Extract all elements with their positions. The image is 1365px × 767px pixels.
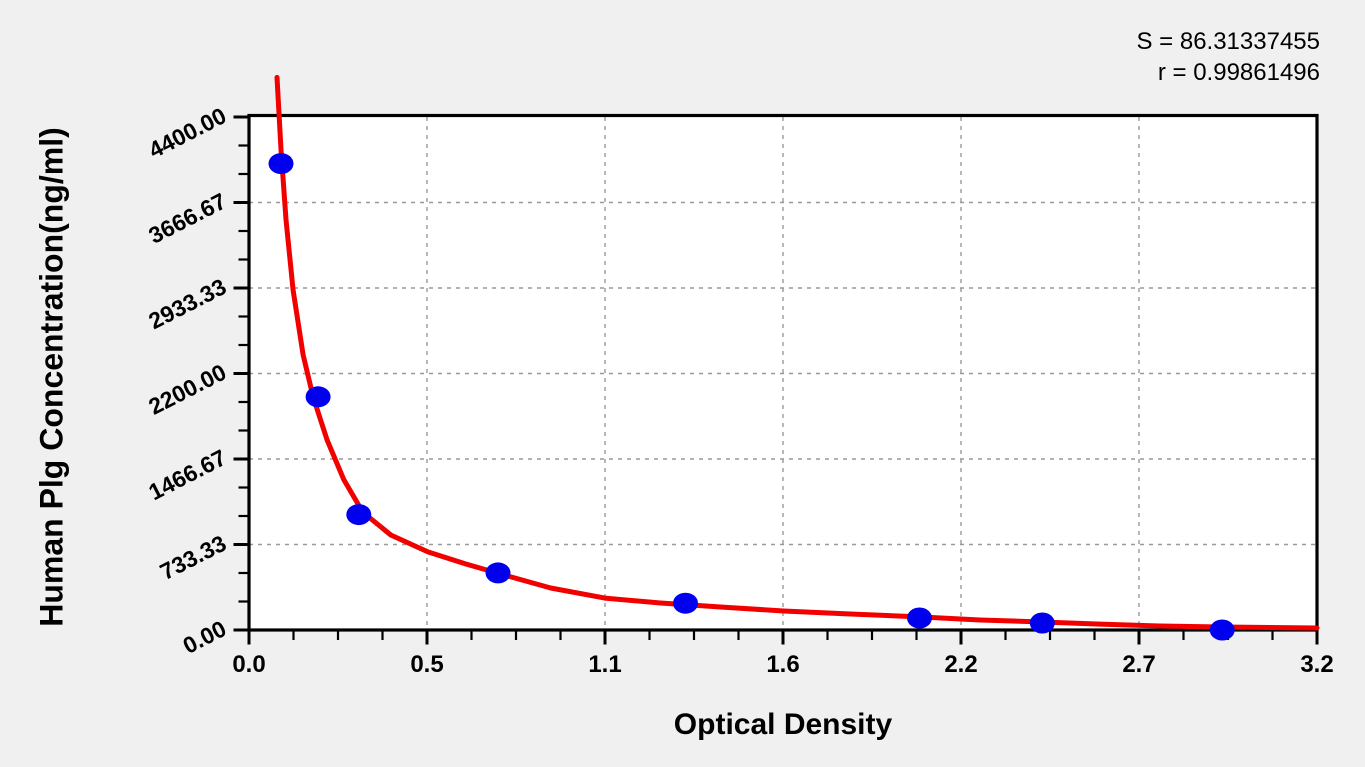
stats-block: S = 86.31337455 r = 0.99861496 xyxy=(1136,26,1320,88)
y-tick-label: 733.33 xyxy=(156,530,230,585)
y-tick-label: 2200.00 xyxy=(144,359,230,420)
x-axis-title: Optical Density xyxy=(673,708,893,741)
x-tick-label: 1.1 xyxy=(588,651,621,678)
x-tick-label: 3.2 xyxy=(1300,651,1333,678)
data-point xyxy=(268,153,294,175)
data-point xyxy=(1209,619,1235,641)
y-tick-label: 2933.33 xyxy=(144,273,230,334)
data-point xyxy=(485,562,511,584)
data-point xyxy=(907,607,932,629)
y-tick-label: 1466.67 xyxy=(144,444,230,505)
stat-r-value: r = 0.99861496 xyxy=(1157,59,1320,86)
y-tick-label: 3666.67 xyxy=(144,188,230,249)
data-point xyxy=(673,592,698,614)
x-tick-label: 2.2 xyxy=(944,651,977,678)
x-tick-label: 1.6 xyxy=(766,651,799,678)
x-tick-label: 2.7 xyxy=(1122,651,1155,678)
data-point xyxy=(346,504,372,526)
data-point xyxy=(305,386,331,408)
x-tick-label: 0.5 xyxy=(410,651,443,678)
y-tick-label: 0.00 xyxy=(179,615,231,658)
data-point xyxy=(1029,612,1055,634)
stat-s-value: S = 86.31337455 xyxy=(1136,28,1320,55)
plot-frame xyxy=(247,113,1319,632)
y-axis-title: Human Plg Concentration(ng/ml) xyxy=(33,127,70,627)
y-tick-label: 4400.00 xyxy=(144,102,230,163)
x-tick-label: 0.0 xyxy=(232,651,265,678)
